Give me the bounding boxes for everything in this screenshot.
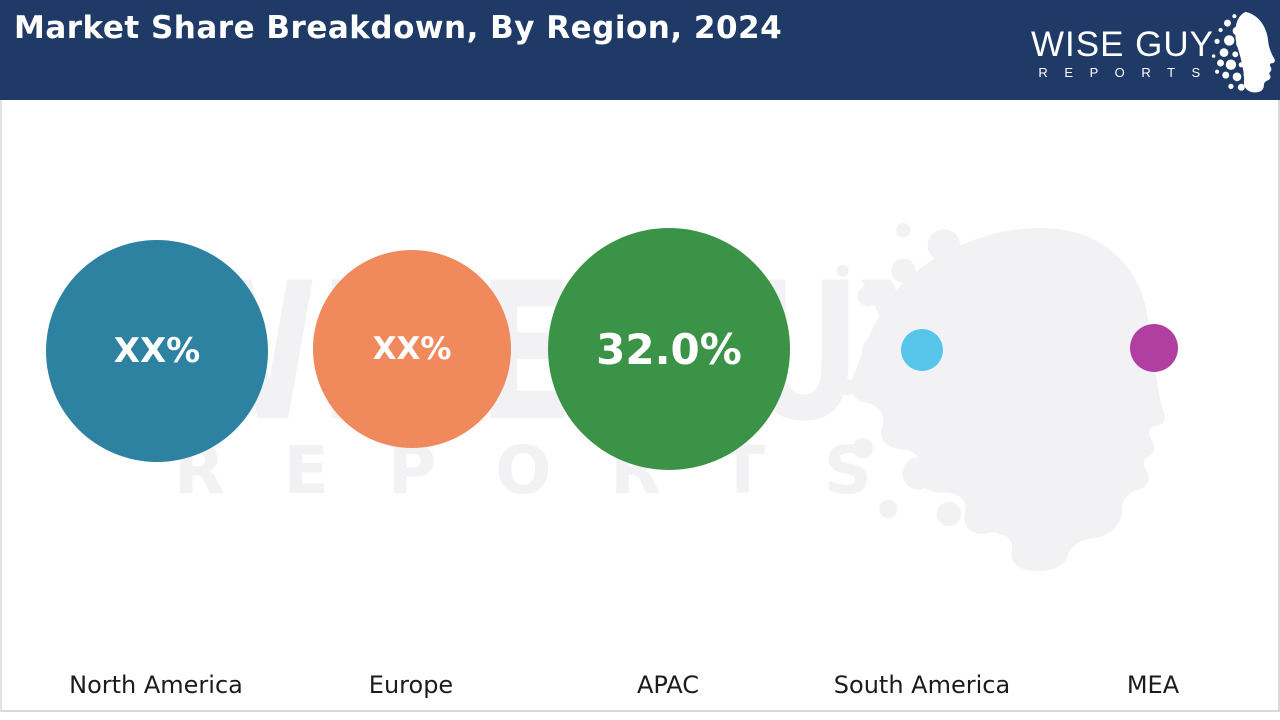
watermark-head-icon [823, 223, 1165, 572]
brand-subname: R E P O R T S [1038, 64, 1207, 80]
category-label-north-america: North America [69, 671, 243, 699]
chart-canvas: WISE GUY R E P O R T S XX% XX% [0, 100, 1280, 712]
bubble-mea [1130, 324, 1178, 372]
bubble-value-europe: XX% [372, 331, 452, 367]
category-label-apac: APAC [636, 671, 700, 699]
category-label-europe: Europe [368, 671, 454, 699]
brand-logo: WISE GUY R E P O R T S [1031, 4, 1276, 96]
watermark-reports-text: R E P O R T S [174, 432, 890, 509]
wise-guy-head-icon [1211, 11, 1275, 93]
bubble-north-america: XX% [46, 240, 268, 462]
category-label-mea: MEA [1126, 671, 1180, 699]
header-bar: Market Share Breakdown, By Region, 2024 … [0, 0, 1280, 100]
bubble-south-america [901, 329, 943, 371]
bubble-europe: XX% [313, 250, 511, 448]
brand-name: WISE GUY [1030, 24, 1214, 64]
page-title: Market Share Breakdown, By Region, 2024 [14, 10, 783, 46]
brand-text: WISE GUY R E P O R T S [1031, 25, 1214, 80]
category-label-south-america: South America [833, 671, 1011, 699]
bubble-value-apac: 32.0% [596, 324, 742, 374]
bubble-apac: 32.0% [548, 228, 790, 470]
bubble-value-north-america: XX% [113, 331, 201, 371]
